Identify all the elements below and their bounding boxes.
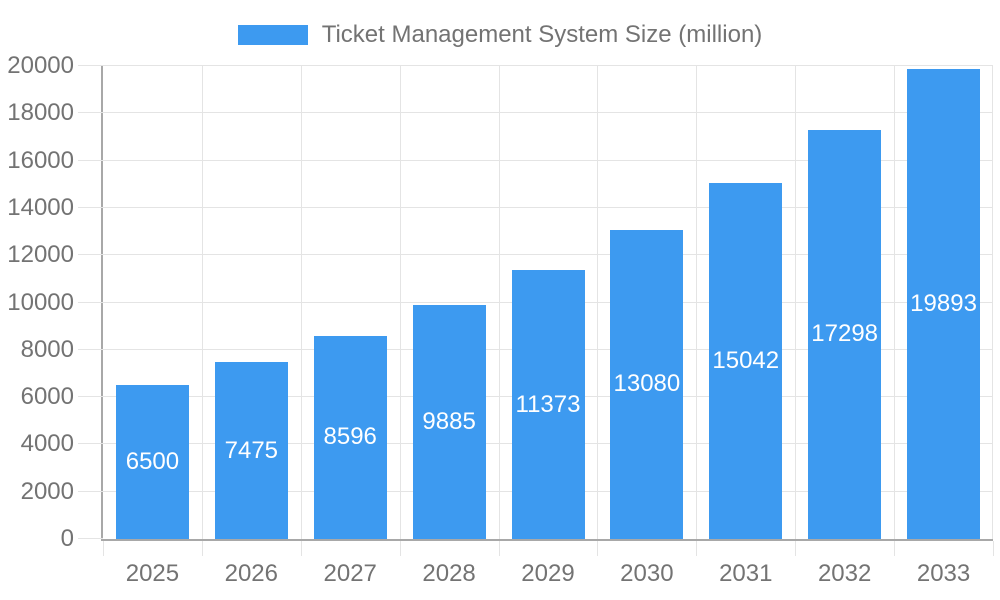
- gridline-vertical: [597, 66, 598, 539]
- y-tick-mark: [78, 348, 103, 350]
- y-tick-mark: [78, 65, 103, 66]
- bar-2027[interactable]: 8596: [313, 335, 387, 539]
- y-tick-mark: [78, 490, 103, 492]
- x-tick-mark: [894, 541, 896, 556]
- x-tick-label: 2027: [323, 560, 377, 587]
- bar-value-label: 9885: [422, 408, 476, 436]
- y-tick-label: 18000: [7, 99, 74, 127]
- legend-swatch[interactable]: [237, 25, 308, 45]
- x-tick-mark: [597, 541, 599, 556]
- gridline-horizontal: [103, 112, 993, 114]
- x-tick-label: 2025: [125, 560, 180, 587]
- x-tick-label: 2033: [916, 560, 971, 587]
- x-tick-mark: [201, 541, 203, 556]
- gridline-horizontal: [103, 65, 993, 66]
- gridline-horizontal: [103, 254, 993, 256]
- y-tick-label: 16000: [7, 146, 74, 174]
- y-tick-label: 6000: [20, 383, 74, 411]
- bar-2033[interactable]: 19893: [907, 68, 981, 539]
- gridline-vertical: [400, 66, 401, 539]
- bar-value-label: 11373: [515, 390, 581, 418]
- y-tick-mark: [78, 443, 103, 445]
- x-tick-mark: [300, 541, 302, 556]
- x-tick-mark: [399, 541, 401, 556]
- bar-value-label: 6500: [125, 448, 180, 476]
- y-tick-mark: [78, 112, 103, 114]
- plot-area: 6500 7475 8596 9885 11373 13080 15042 17298 1989…: [101, 65, 993, 541]
- x-tick-label: 2030: [620, 560, 674, 587]
- y-tick-mark: [78, 301, 103, 303]
- legend[interactable]: Ticket Management System Size (million): [0, 22, 1000, 48]
- bar-2032[interactable]: 17298: [808, 129, 882, 539]
- y-tick-mark: [78, 538, 103, 539]
- x-tick-mark: [795, 541, 797, 556]
- bar-value-label: 19893: [910, 289, 977, 317]
- y-tick-label: 2000: [20, 477, 74, 505]
- y-tick-label: 12000: [7, 241, 74, 269]
- bar-value-label: 13080: [613, 370, 681, 398]
- gridline-vertical: [499, 66, 500, 539]
- bar-2026[interactable]: 7475: [214, 362, 288, 539]
- gridline-vertical: [894, 66, 895, 539]
- gridline-vertical: [795, 66, 796, 539]
- gridline-vertical: [202, 66, 203, 539]
- y-tick-label: 10000: [7, 288, 74, 316]
- x-tick-mark: [993, 541, 994, 556]
- x-tick-label: 2028: [422, 560, 476, 587]
- bar-2031[interactable]: 15042: [709, 183, 783, 539]
- x-tick-label: 2031: [719, 560, 773, 587]
- bar-value-label: 8596: [323, 423, 377, 451]
- x-tick-mark: [696, 541, 698, 556]
- y-tick-mark: [78, 396, 103, 398]
- x-tick-label: 2032: [817, 560, 872, 587]
- gridline-vertical: [696, 66, 697, 539]
- y-tick-label: 20000: [7, 52, 74, 79]
- x-tick-label: 2026: [224, 560, 278, 587]
- gridline-horizontal: [103, 206, 993, 208]
- gridline-horizontal: [103, 159, 993, 161]
- bar-2028[interactable]: 9885: [412, 305, 486, 539]
- y-tick-mark: [78, 206, 103, 208]
- x-tick-label: 2029: [521, 560, 575, 587]
- gridline-vertical: [301, 66, 302, 539]
- bar-2025[interactable]: 6500: [115, 385, 189, 539]
- bar-2029[interactable]: 11373: [511, 270, 585, 539]
- x-tick-mark: [498, 541, 500, 556]
- bar-value-label: 17298: [811, 320, 879, 348]
- legend-label[interactable]: Ticket Management System Size (million): [321, 21, 763, 48]
- y-tick-label: 14000: [7, 193, 74, 221]
- y-tick-mark: [78, 254, 103, 256]
- gridline-vertical: [992, 66, 993, 539]
- bar-2030[interactable]: 13080: [610, 229, 684, 539]
- y-tick-label: 4000: [20, 430, 74, 458]
- y-tick-mark: [78, 159, 103, 161]
- bar-value-label: 7475: [224, 436, 279, 464]
- x-tick-mark: [103, 541, 104, 556]
- y-tick-label: 0: [60, 525, 74, 552]
- bar-value-label: 15042: [712, 347, 780, 375]
- y-tick-label: 8000: [20, 335, 74, 363]
